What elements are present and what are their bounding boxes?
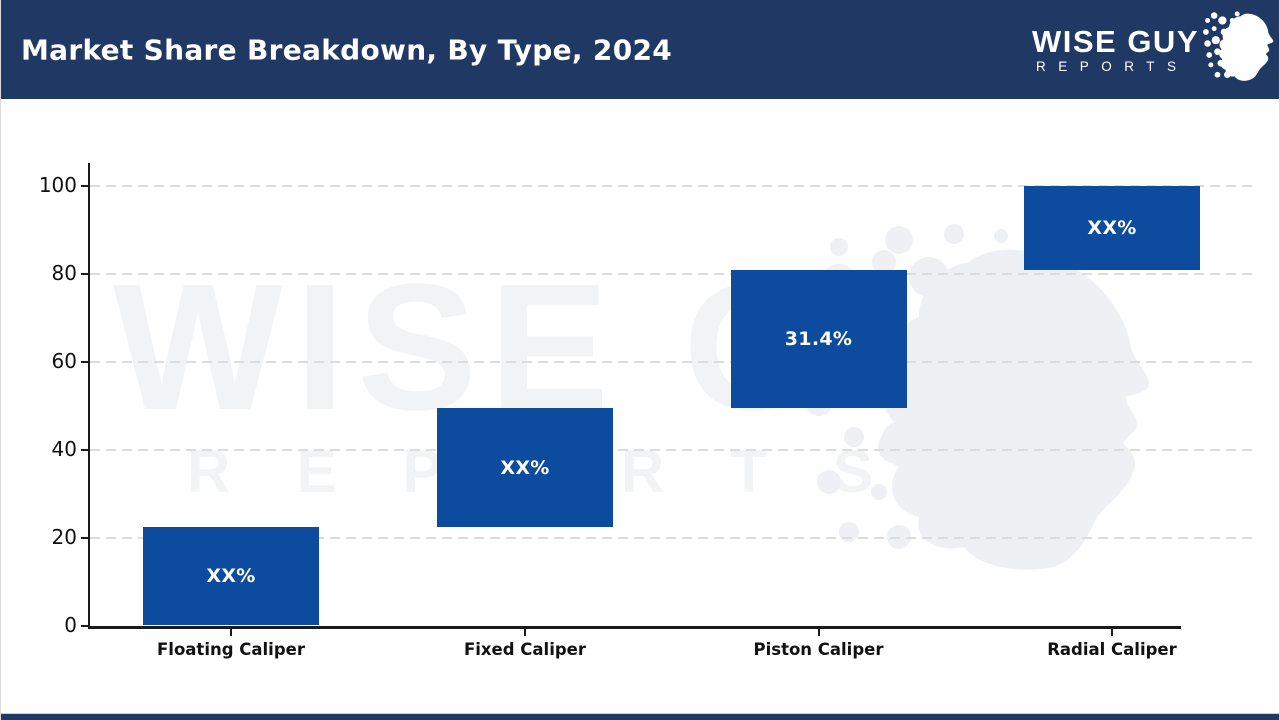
x-axis-category-label: Floating Caliper (157, 640, 305, 659)
brand-logo: WISE GUY REPORTS (1032, 6, 1275, 94)
x-axis-line (87, 626, 1181, 629)
x-axis-tick (1111, 629, 1113, 636)
bar-value-label: XX% (206, 565, 256, 588)
header-bar: Market Share Breakdown, By Type, 2024 WI… (1, 0, 1279, 99)
dotted-head-profile-icon (1201, 4, 1275, 96)
gridline-y60 (90, 360, 1254, 363)
x-axis-tick (524, 629, 526, 636)
x-axis-category-label: Radial Caliper (1047, 640, 1177, 659)
bar-piston-caliper: 31.4% (730, 269, 907, 409)
y-axis-line (87, 163, 90, 629)
bar-value-label: XX% (500, 456, 550, 479)
y-axis-tick-label: 20 (51, 524, 77, 549)
y-axis-tick (81, 272, 88, 275)
bar-value-label: XX% (1087, 216, 1137, 239)
gridline-y40 (90, 448, 1254, 451)
bar-floating-caliper: XX% (143, 526, 319, 626)
x-axis-category-label: Piston Caliper (753, 640, 884, 659)
x-axis-tick (230, 629, 232, 636)
bar-radial-caliper: XX% (1024, 185, 1200, 270)
x-axis-category-label: Fixed Caliper (463, 640, 586, 659)
y-axis-tick (81, 536, 88, 539)
y-axis-tick (81, 448, 88, 451)
y-axis-tick-label: 40 (51, 436, 77, 461)
y-axis-tick-label: 80 (51, 260, 77, 285)
brand-subtitle: REPORTS (1035, 58, 1189, 74)
footer-bar (1, 713, 1279, 720)
page-title: Market Share Breakdown, By Type, 2024 (21, 33, 673, 66)
y-axis-tick (81, 624, 88, 627)
brand-name: WISE GUY (1031, 24, 1199, 60)
y-axis-tick-label: 0 (64, 612, 77, 637)
gridline-y80 (90, 272, 1254, 275)
gridline-y20 (90, 536, 1254, 539)
y-axis-tick (81, 360, 88, 363)
gridline-y100 (90, 184, 1254, 187)
bar-value-label: 31.4% (784, 328, 853, 351)
y-axis-tick (81, 184, 88, 187)
bar-fixed-caliper: XX% (437, 408, 613, 527)
brand-logo-text: WISE GUY REPORTS (1032, 26, 1199, 74)
x-axis-tick (817, 629, 820, 636)
y-axis-tick-label: 60 (51, 348, 77, 373)
y-axis-tick-label: 100 (38, 172, 77, 197)
